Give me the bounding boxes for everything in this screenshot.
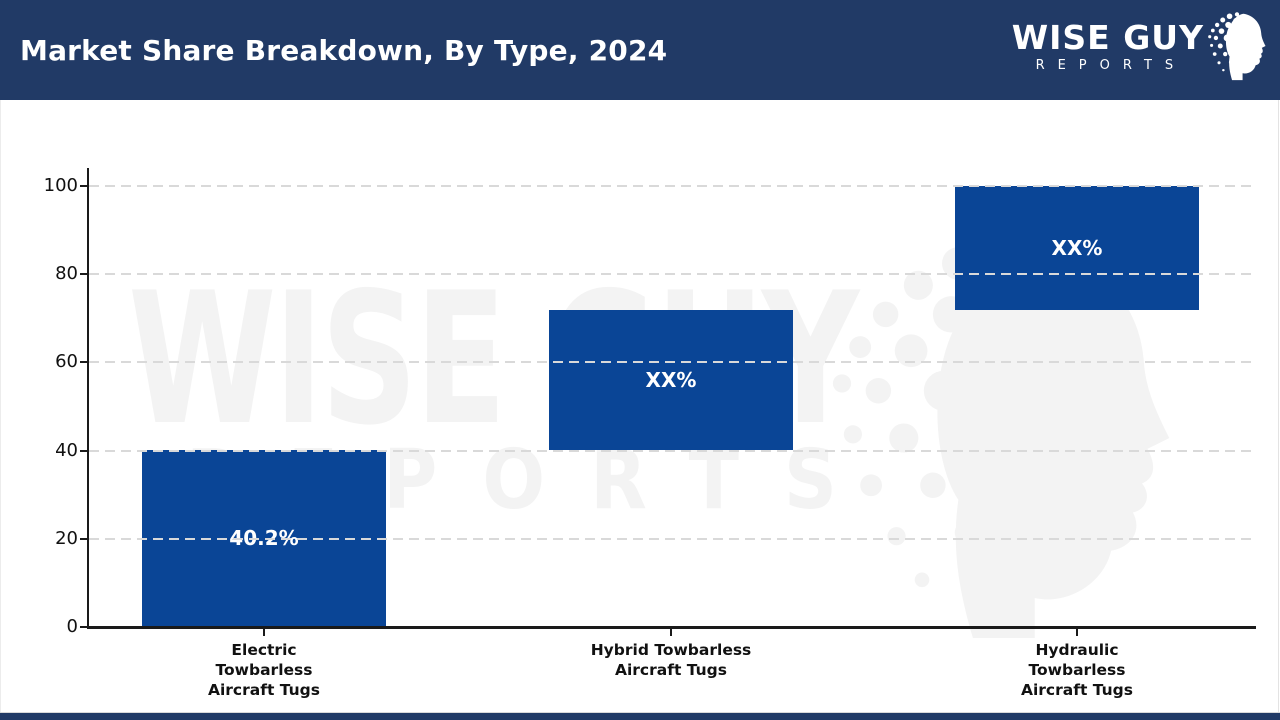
bar-value-label: XX% bbox=[645, 367, 697, 392]
footer-bar bbox=[0, 712, 1280, 720]
y-tick-mark bbox=[80, 626, 88, 628]
brand-text: WISE GUY REPORTS bbox=[1012, 18, 1204, 74]
y-tick-mark bbox=[80, 185, 88, 187]
x-axis-label: Hydraulic Towbarless Aircraft Tugs bbox=[917, 640, 1237, 700]
y-tick-label: 40 bbox=[55, 439, 78, 461]
x-axis-label-line: Hydraulic bbox=[1035, 641, 1119, 659]
y-tick-mark bbox=[80, 537, 88, 540]
gridline bbox=[89, 537, 1253, 540]
y-tick-label: 0 bbox=[66, 616, 78, 637]
chart-title: Market Share Breakdown, By Type, 2024 bbox=[20, 33, 668, 67]
y-tick-mark bbox=[80, 273, 88, 276]
brand-name: WISE GUY bbox=[1011, 18, 1204, 57]
x-axis-label-line: Hybrid Towbarless bbox=[590, 641, 752, 659]
x-axis-label: Electric Towbarless Aircraft Tugs bbox=[104, 640, 424, 700]
y-tick-label: 20 bbox=[55, 527, 78, 549]
y-tick-mark bbox=[80, 449, 88, 452]
header-bar: Market Share Breakdown, By Type, 2024 WI… bbox=[0, 0, 1280, 100]
brand-face-icon bbox=[1208, 12, 1266, 81]
gridline bbox=[89, 185, 1253, 187]
y-axis-line bbox=[87, 168, 89, 629]
y-tick-label: 60 bbox=[55, 351, 78, 373]
brand-logo: WISE GUY REPORTS bbox=[1012, 6, 1268, 86]
right-edge-line bbox=[1278, 100, 1279, 713]
x-tick-mark bbox=[263, 629, 265, 636]
gridline bbox=[89, 361, 1253, 364]
x-axis-label-line: Aircraft Tugs bbox=[614, 661, 728, 679]
y-tick-mark bbox=[80, 361, 88, 364]
y-tick-label: 100 bbox=[43, 175, 78, 196]
left-edge-line bbox=[0, 100, 1, 713]
x-axis-label: Hybrid Towbarless Aircraft Tugs bbox=[511, 640, 831, 680]
bar-segment: XX% bbox=[549, 309, 793, 450]
y-tick-label: 80 bbox=[55, 263, 78, 285]
x-axis-label-line: Aircraft Tugs bbox=[1020, 681, 1134, 699]
brand-subname: REPORTS bbox=[1035, 58, 1187, 73]
x-tick-mark bbox=[670, 629, 672, 636]
gridline bbox=[89, 449, 1253, 452]
x-axis-line bbox=[87, 626, 1256, 629]
x-axis-label-line: Towbarless bbox=[215, 661, 313, 679]
x-axis-label-line: Aircraft Tugs bbox=[207, 681, 321, 699]
x-axis-label-line: Electric bbox=[231, 641, 297, 659]
x-tick-mark bbox=[1076, 629, 1078, 636]
x-axis-label-line: Towbarless bbox=[1028, 661, 1126, 679]
gridline bbox=[89, 273, 1253, 276]
